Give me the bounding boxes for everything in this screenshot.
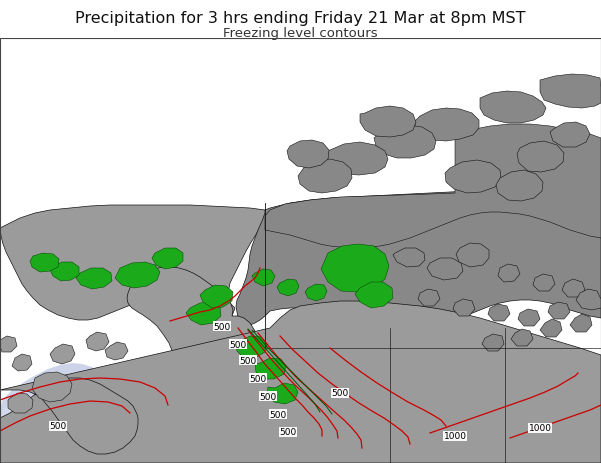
Polygon shape bbox=[453, 300, 475, 316]
Polygon shape bbox=[482, 334, 504, 351]
Polygon shape bbox=[200, 285, 233, 308]
Polygon shape bbox=[456, 244, 489, 268]
Polygon shape bbox=[393, 249, 425, 268]
Polygon shape bbox=[374, 126, 436, 159]
Polygon shape bbox=[0, 301, 601, 463]
Text: Freezing level contours: Freezing level contours bbox=[223, 27, 378, 40]
Polygon shape bbox=[511, 329, 533, 346]
Polygon shape bbox=[518, 309, 540, 326]
Text: 500: 500 bbox=[239, 356, 257, 365]
Polygon shape bbox=[540, 75, 601, 109]
Text: 500: 500 bbox=[230, 340, 246, 349]
Text: 500: 500 bbox=[269, 410, 287, 419]
Polygon shape bbox=[50, 263, 79, 282]
Text: 1000: 1000 bbox=[528, 424, 552, 432]
Polygon shape bbox=[127, 268, 268, 458]
Polygon shape bbox=[498, 264, 520, 282]
Polygon shape bbox=[0, 206, 270, 328]
Text: 1000: 1000 bbox=[444, 432, 466, 441]
Polygon shape bbox=[50, 344, 75, 364]
Text: 500: 500 bbox=[249, 374, 267, 383]
Polygon shape bbox=[480, 92, 546, 124]
Polygon shape bbox=[12, 354, 32, 371]
Polygon shape bbox=[115, 263, 160, 288]
Polygon shape bbox=[186, 302, 221, 325]
Polygon shape bbox=[360, 107, 416, 138]
Polygon shape bbox=[488, 304, 510, 321]
Polygon shape bbox=[517, 142, 564, 173]
Polygon shape bbox=[277, 279, 299, 296]
Polygon shape bbox=[287, 141, 329, 169]
Polygon shape bbox=[86, 332, 109, 351]
Polygon shape bbox=[550, 123, 590, 148]
Polygon shape bbox=[576, 289, 601, 310]
Polygon shape bbox=[298, 160, 352, 194]
Polygon shape bbox=[267, 383, 298, 404]
Polygon shape bbox=[8, 393, 33, 413]
Polygon shape bbox=[496, 171, 543, 201]
Polygon shape bbox=[445, 161, 501, 194]
Polygon shape bbox=[30, 253, 59, 272]
Polygon shape bbox=[252, 269, 275, 287]
Polygon shape bbox=[152, 249, 183, 269]
Polygon shape bbox=[236, 336, 267, 358]
Polygon shape bbox=[427, 258, 463, 281]
Polygon shape bbox=[418, 289, 440, 307]
Polygon shape bbox=[105, 342, 128, 360]
Polygon shape bbox=[415, 109, 479, 142]
Polygon shape bbox=[355, 282, 393, 308]
Polygon shape bbox=[0, 336, 17, 352]
Polygon shape bbox=[540, 319, 562, 337]
Polygon shape bbox=[562, 279, 585, 297]
Polygon shape bbox=[533, 275, 555, 291]
Polygon shape bbox=[305, 284, 327, 301]
Text: 500: 500 bbox=[213, 322, 231, 331]
Polygon shape bbox=[255, 358, 286, 379]
Polygon shape bbox=[76, 269, 112, 289]
Text: 500: 500 bbox=[279, 427, 297, 437]
Polygon shape bbox=[265, 125, 601, 249]
Polygon shape bbox=[548, 302, 570, 319]
Polygon shape bbox=[236, 192, 601, 332]
Polygon shape bbox=[0, 392, 80, 453]
Polygon shape bbox=[32, 372, 72, 402]
Text: 500: 500 bbox=[260, 392, 276, 400]
Polygon shape bbox=[321, 244, 389, 292]
Text: 500: 500 bbox=[331, 388, 349, 398]
Polygon shape bbox=[0, 363, 108, 428]
Text: Precipitation for 3 hrs ending Friday 21 Mar at 8pm MST: Precipitation for 3 hrs ending Friday 21… bbox=[75, 11, 526, 26]
Polygon shape bbox=[321, 143, 388, 175]
Text: 500: 500 bbox=[49, 422, 67, 431]
Polygon shape bbox=[570, 314, 592, 332]
